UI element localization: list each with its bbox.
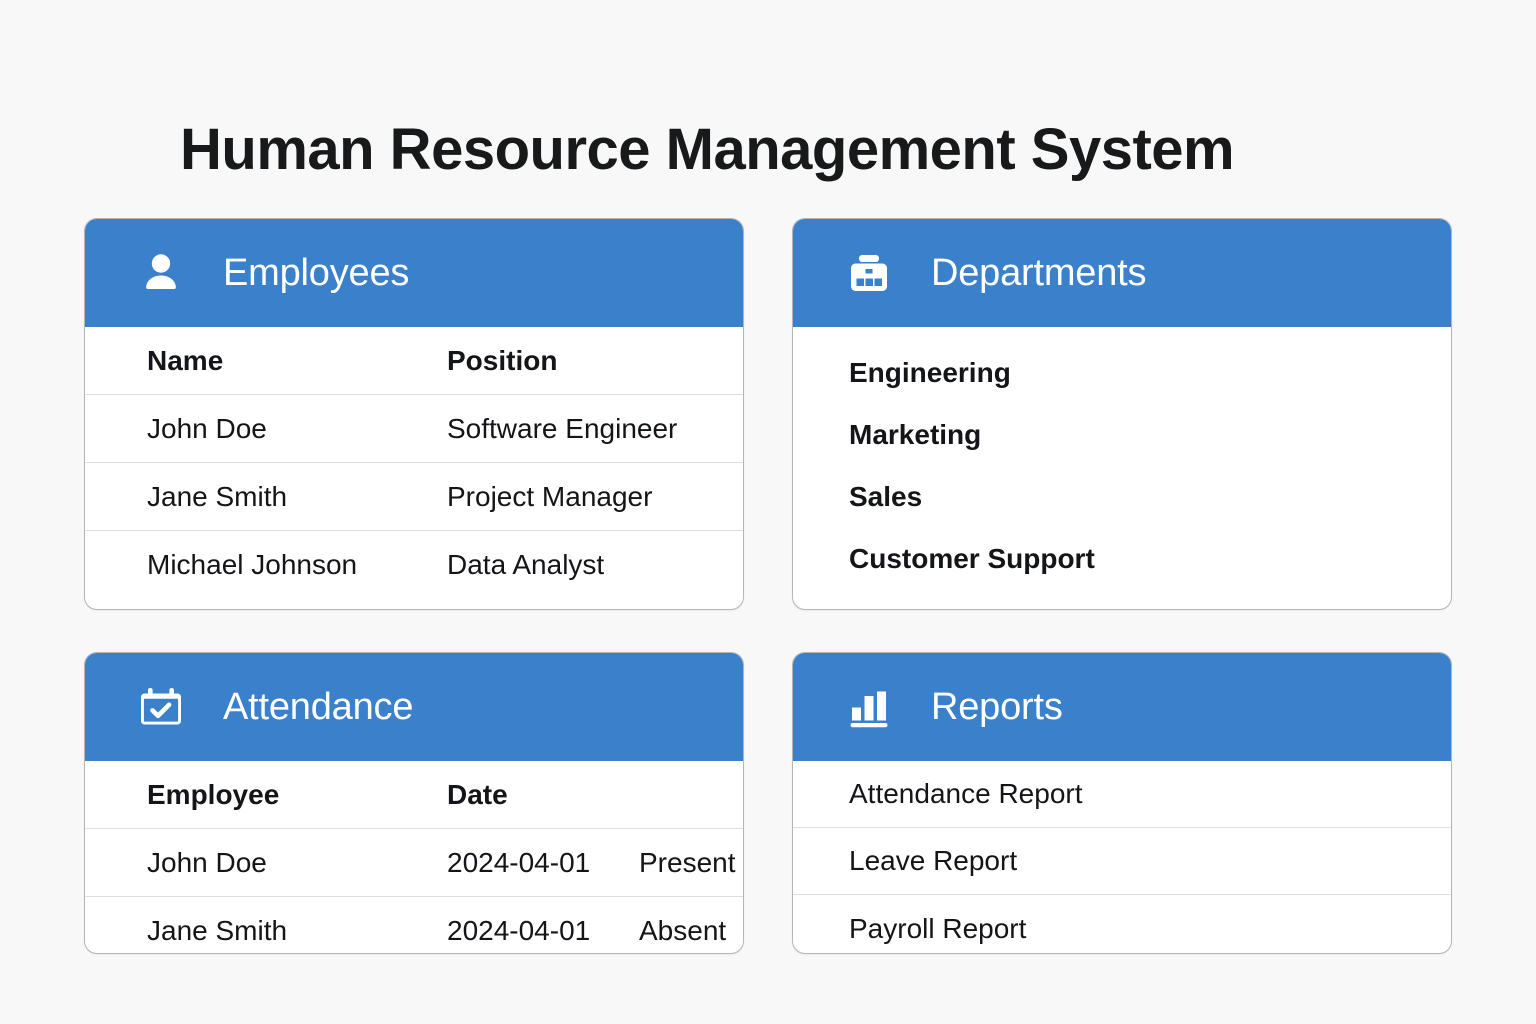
card-header-reports: Reports [793, 653, 1451, 761]
card-body-reports: Attendance Report Leave Report Payroll R… [793, 761, 1451, 953]
reports-list: Attendance Report Leave Report Payroll R… [793, 761, 1451, 953]
column-header-date: Date [447, 778, 508, 810]
cell-position: Project Manager [447, 480, 653, 512]
person-icon [137, 249, 185, 297]
card-title-attendance: Attendance [223, 686, 414, 728]
table-row[interactable]: Jane Smith Project Manager [85, 463, 743, 531]
card-header-departments: Departments [793, 219, 1451, 327]
list-item[interactable]: Payroll Report [849, 912, 1027, 944]
building-icon [845, 249, 893, 297]
card-body-departments: Engineering Marketing Sales Customer Sup… [793, 327, 1451, 609]
column-header-name: Name [147, 344, 224, 376]
table-row[interactable]: John Doe Software Engineer [85, 395, 743, 463]
list-item[interactable]: Sales [849, 481, 923, 512]
table-header-row: Name Position [85, 327, 743, 395]
cell-status: Present [639, 846, 736, 878]
card-header-employees: Employees [85, 219, 743, 327]
list-item[interactable]: Leave Report [793, 828, 1451, 895]
card-employees: Employees Name Position John Doe Softwar… [84, 218, 744, 610]
cell-name: Jane Smith [147, 480, 288, 512]
table-header-row: Employee Date [85, 761, 743, 829]
cell-date: 2024-04-01 [447, 846, 591, 878]
cell-status: Absent [639, 915, 727, 946]
card-attendance: Attendance Employee Date John Doe 2024-0… [84, 652, 744, 954]
card-title-employees: Employees [223, 252, 410, 294]
attendance-table: Employee Date John Doe 2024-04-01 Presen… [85, 761, 743, 953]
list-item[interactable]: Marketing [849, 419, 982, 450]
cell-name: John Doe [147, 412, 267, 444]
card-grid: Employees Name Position John Doe Softwar… [84, 218, 1452, 954]
card-title-reports: Reports [931, 686, 1063, 728]
column-header-employee: Employee [147, 778, 280, 810]
card-reports: Reports Attendance Report Leave Report P… [792, 652, 1452, 954]
list-item[interactable]: Attendance Report [793, 761, 1451, 828]
employees-table: Name Position John Doe Software Engineer… [85, 327, 743, 599]
list-item[interactable]: Engineering [849, 357, 1011, 388]
cell-position: Data Analyst [447, 549, 605, 580]
card-departments: Departments Engineering Marketing Sales … [792, 218, 1452, 610]
cell-position: Software Engineer [447, 412, 678, 444]
calendar-check-icon [137, 683, 185, 731]
cell-date: 2024-04-01 [447, 915, 591, 946]
cell-employee: Jane Smith [147, 915, 288, 946]
card-header-attendance: Attendance [85, 653, 743, 761]
page-title: Human Resource Management System [180, 116, 1235, 182]
cell-name: Michael Johnson [147, 549, 358, 580]
card-body-employees: Name Position John Doe Software Engineer… [85, 327, 743, 609]
column-header-position: Position [447, 344, 558, 376]
table-row[interactable]: Michael Johnson Data Analyst [85, 531, 743, 599]
departments-list: Engineering Marketing Sales Customer Sup… [793, 327, 1451, 573]
card-title-departments: Departments [931, 252, 1147, 294]
table-row[interactable]: John Doe 2024-04-01 Present [85, 829, 743, 897]
cell-employee: John Doe [147, 846, 267, 878]
card-body-attendance: Employee Date John Doe 2024-04-01 Presen… [85, 761, 743, 953]
bar-chart-icon [845, 683, 893, 731]
table-row[interactable]: Jane Smith 2024-04-01 Absent [85, 897, 743, 953]
list-item[interactable]: Customer Support [849, 543, 1095, 574]
